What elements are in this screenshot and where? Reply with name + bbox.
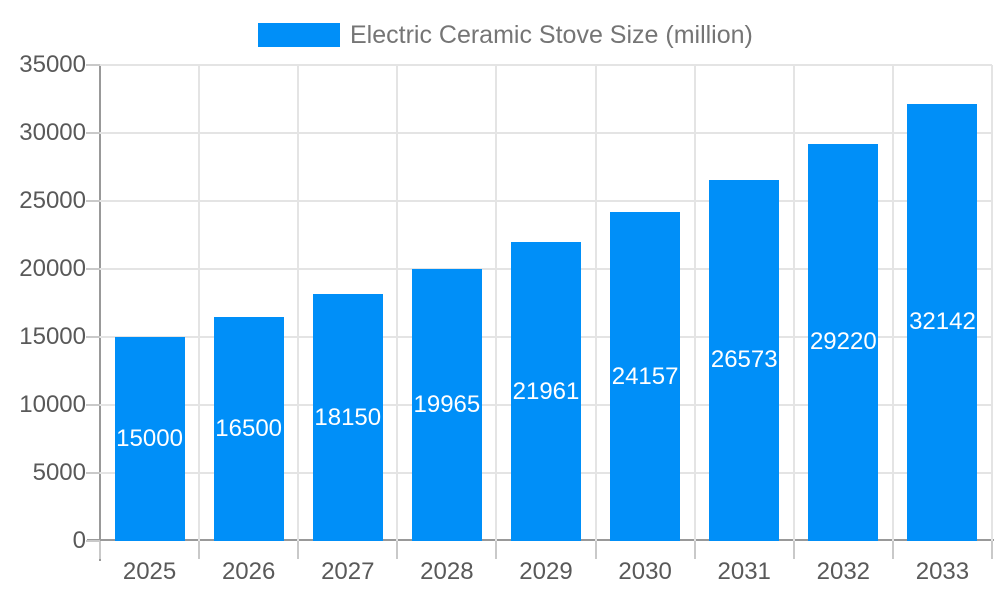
v-gridline bbox=[297, 65, 300, 541]
y-tick-label: 35000 bbox=[19, 51, 86, 78]
y-axis-tick bbox=[86, 132, 100, 134]
bar[interactable] bbox=[114, 337, 185, 541]
x-tick-label: 2029 bbox=[519, 558, 573, 585]
h-gridline bbox=[100, 64, 992, 66]
x-tick-label: 2027 bbox=[321, 558, 375, 585]
x-axis-tick bbox=[495, 541, 498, 559]
y-axis-tick bbox=[86, 336, 100, 338]
v-gridline bbox=[396, 65, 399, 541]
y-axis-tick bbox=[86, 404, 100, 406]
x-tick-label: 2033 bbox=[915, 558, 970, 585]
bar[interactable] bbox=[411, 269, 482, 541]
v-gridline bbox=[594, 65, 597, 541]
y-tick-label: 10000 bbox=[19, 391, 86, 418]
x-tick-label: 2030 bbox=[618, 558, 672, 585]
y-axis-tick bbox=[86, 540, 100, 542]
legend-swatch-icon bbox=[258, 23, 340, 47]
v-gridline bbox=[198, 65, 201, 541]
bar[interactable] bbox=[213, 316, 284, 541]
y-tick-label: 25000 bbox=[19, 187, 86, 214]
v-gridline bbox=[891, 65, 894, 541]
y-tick-label: 15000 bbox=[19, 323, 86, 350]
y-axis-line bbox=[99, 65, 101, 561]
bar[interactable] bbox=[610, 212, 681, 541]
x-tick-label: 2028 bbox=[420, 558, 474, 585]
bar-value-label: 19965 bbox=[413, 391, 481, 419]
bar-value-label: 29220 bbox=[809, 328, 877, 356]
bar[interactable] bbox=[907, 103, 978, 541]
y-axis-tick bbox=[86, 64, 100, 66]
h-gridline bbox=[100, 132, 992, 134]
bar-value-label: 32142 bbox=[909, 308, 976, 336]
v-gridline bbox=[495, 65, 498, 541]
h-gridline bbox=[100, 200, 992, 202]
x-tick-label: 2031 bbox=[717, 558, 771, 585]
y-tick-label: 30000 bbox=[19, 119, 86, 146]
y-axis-tick bbox=[86, 268, 100, 270]
y-tick-label: 0 bbox=[72, 527, 86, 554]
x-tick-label: 2025 bbox=[122, 558, 177, 585]
bar[interactable] bbox=[511, 242, 581, 541]
legend-item[interactable]: Electric Ceramic Stove Size (million) bbox=[258, 21, 753, 49]
legend-label: Electric Ceramic Stove Size (million) bbox=[350, 21, 753, 49]
bar-value-label: 26573 bbox=[710, 346, 778, 374]
x-tick-label: 2026 bbox=[221, 558, 276, 585]
v-gridline bbox=[693, 65, 696, 541]
x-axis-tick bbox=[792, 541, 795, 559]
y-axis-tick bbox=[86, 200, 100, 202]
x-axis-tick bbox=[396, 541, 399, 559]
bar[interactable] bbox=[312, 294, 383, 541]
x-axis-tick bbox=[99, 541, 101, 559]
x-axis-tick bbox=[297, 541, 300, 559]
v-gridline bbox=[991, 65, 993, 541]
x-axis-tick bbox=[198, 541, 201, 559]
y-axis-tick bbox=[86, 472, 100, 474]
x-axis-tick bbox=[693, 541, 696, 559]
x-tick-label: 2032 bbox=[816, 558, 871, 585]
plot-area: 0 5000 10000 15000 20000 25000 30000 35000 15000… bbox=[19, 51, 994, 585]
y-tick-label: 5000 bbox=[32, 459, 86, 486]
bar-value-label: 15000 bbox=[116, 425, 183, 452]
y-tick-label: 20000 bbox=[19, 255, 86, 282]
bar-value-label: 24157 bbox=[611, 362, 679, 390]
bar-value-label: 16500 bbox=[215, 414, 283, 442]
bar-value-label: 21961 bbox=[512, 377, 580, 405]
v-gridline bbox=[792, 65, 795, 541]
x-axis-tick bbox=[891, 541, 894, 559]
x-axis-tick bbox=[991, 541, 993, 559]
bar-value-label: 18150 bbox=[314, 403, 382, 431]
bar[interactable] bbox=[808, 143, 879, 541]
bar[interactable] bbox=[709, 179, 780, 541]
x-axis-tick bbox=[594, 541, 597, 559]
